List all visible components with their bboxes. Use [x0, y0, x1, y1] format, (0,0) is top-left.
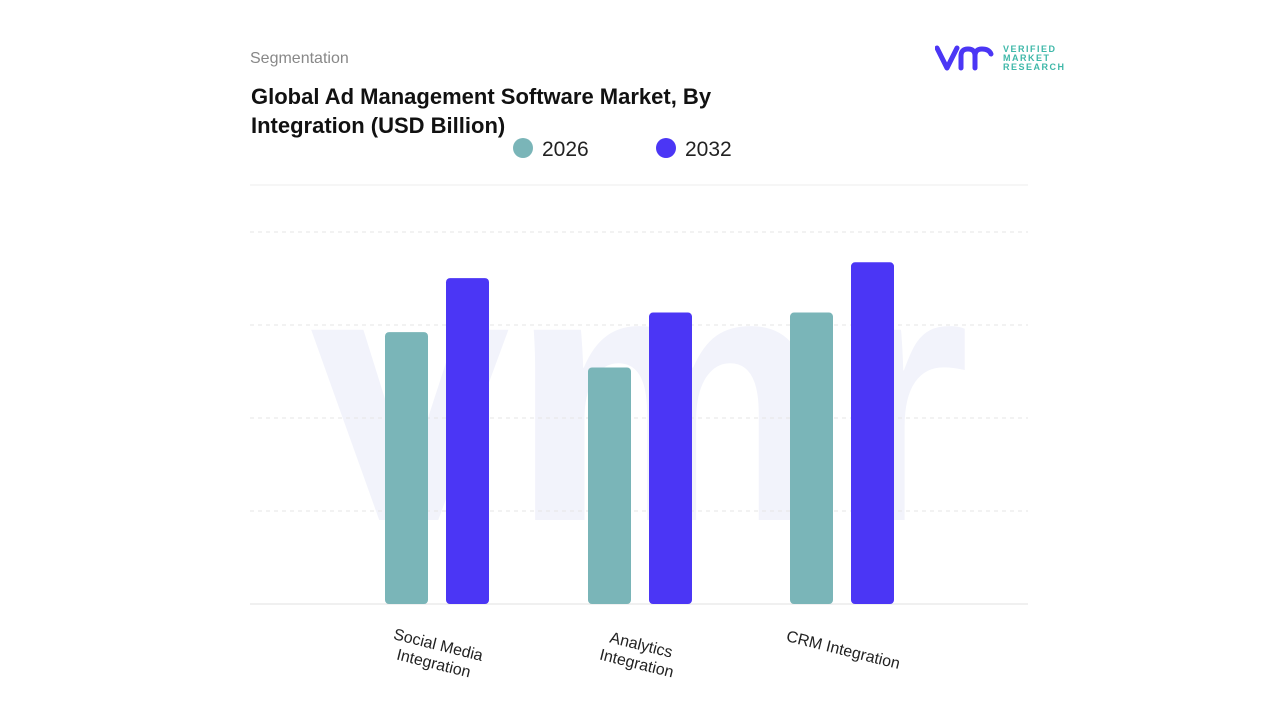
- x-tick-label: Social MediaIntegration: [387, 626, 485, 683]
- brand-logo: VERIFIED MARKET RESEARCH: [935, 44, 1066, 72]
- legend-marker-2032: [656, 138, 676, 158]
- x-tick-label: AnalyticsIntegration: [598, 628, 680, 681]
- legend-label-2026: 2026: [542, 138, 589, 161]
- bar-2026-0: [385, 332, 428, 604]
- brand-text: VERIFIED MARKET RESEARCH: [1003, 43, 1066, 72]
- chart-title: Global Ad Management Software Market, By…: [251, 84, 712, 138]
- bar-2026-2: [790, 312, 833, 604]
- bar-2026-1: [588, 367, 631, 604]
- legend-marker-2026: [513, 138, 533, 158]
- section-label: Segmentation: [250, 50, 349, 67]
- bar-2032-0: [446, 278, 489, 604]
- bar-2032-1: [649, 312, 692, 604]
- vmr-logo-icon: [935, 45, 994, 71]
- x-tick-label: CRM Integration: [785, 628, 902, 673]
- legend-label-2032: 2032: [685, 138, 732, 161]
- bar-2032-2: [851, 262, 894, 604]
